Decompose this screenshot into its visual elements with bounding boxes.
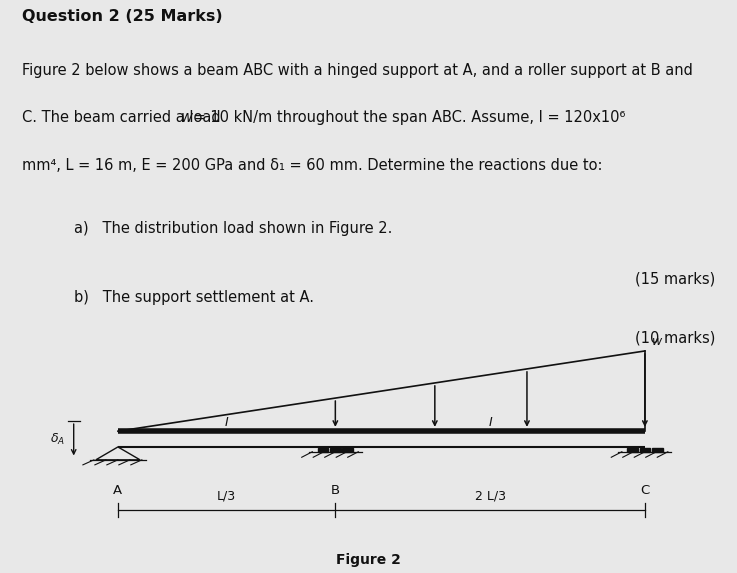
Bar xyxy=(652,448,663,452)
Bar xyxy=(330,448,340,452)
Text: Figure 2 below shows a beam ABC with a hinged support at A, and a roller support: Figure 2 below shows a beam ABC with a h… xyxy=(22,63,693,78)
Text: w: w xyxy=(181,110,192,125)
Text: b)   The support settlement at A.: b) The support settlement at A. xyxy=(74,290,314,305)
Text: A: A xyxy=(113,484,122,497)
Bar xyxy=(343,448,353,452)
Text: L/3: L/3 xyxy=(217,490,236,503)
Text: C: C xyxy=(640,484,649,497)
Text: mm⁴, L = 16 m, E = 200 GPa and δ₁ = 60 mm. Determine the reactions due to:: mm⁴, L = 16 m, E = 200 GPa and δ₁ = 60 m… xyxy=(22,158,603,172)
Text: 2 L/3: 2 L/3 xyxy=(475,490,506,503)
Text: (10 marks): (10 marks) xyxy=(635,331,715,346)
Text: $\delta_A$: $\delta_A$ xyxy=(50,432,65,448)
Bar xyxy=(627,448,638,452)
Bar xyxy=(318,448,328,452)
Text: I: I xyxy=(225,416,228,429)
Text: Figure 2: Figure 2 xyxy=(336,554,401,567)
Text: w: w xyxy=(652,335,663,348)
Text: I: I xyxy=(488,416,492,429)
Text: a)   The distribution load shown in Figure 2.: a) The distribution load shown in Figure… xyxy=(74,221,392,236)
Text: = 10 kN/m throughout the span ABC. Assume, I = 120x10⁶: = 10 kN/m throughout the span ABC. Assum… xyxy=(189,110,626,125)
Bar xyxy=(640,448,650,452)
Text: Question 2 (25 Marks): Question 2 (25 Marks) xyxy=(22,10,223,25)
Text: B: B xyxy=(331,484,340,497)
Text: (15 marks): (15 marks) xyxy=(635,271,715,286)
Text: C. The beam carried a load: C. The beam carried a load xyxy=(22,110,230,125)
